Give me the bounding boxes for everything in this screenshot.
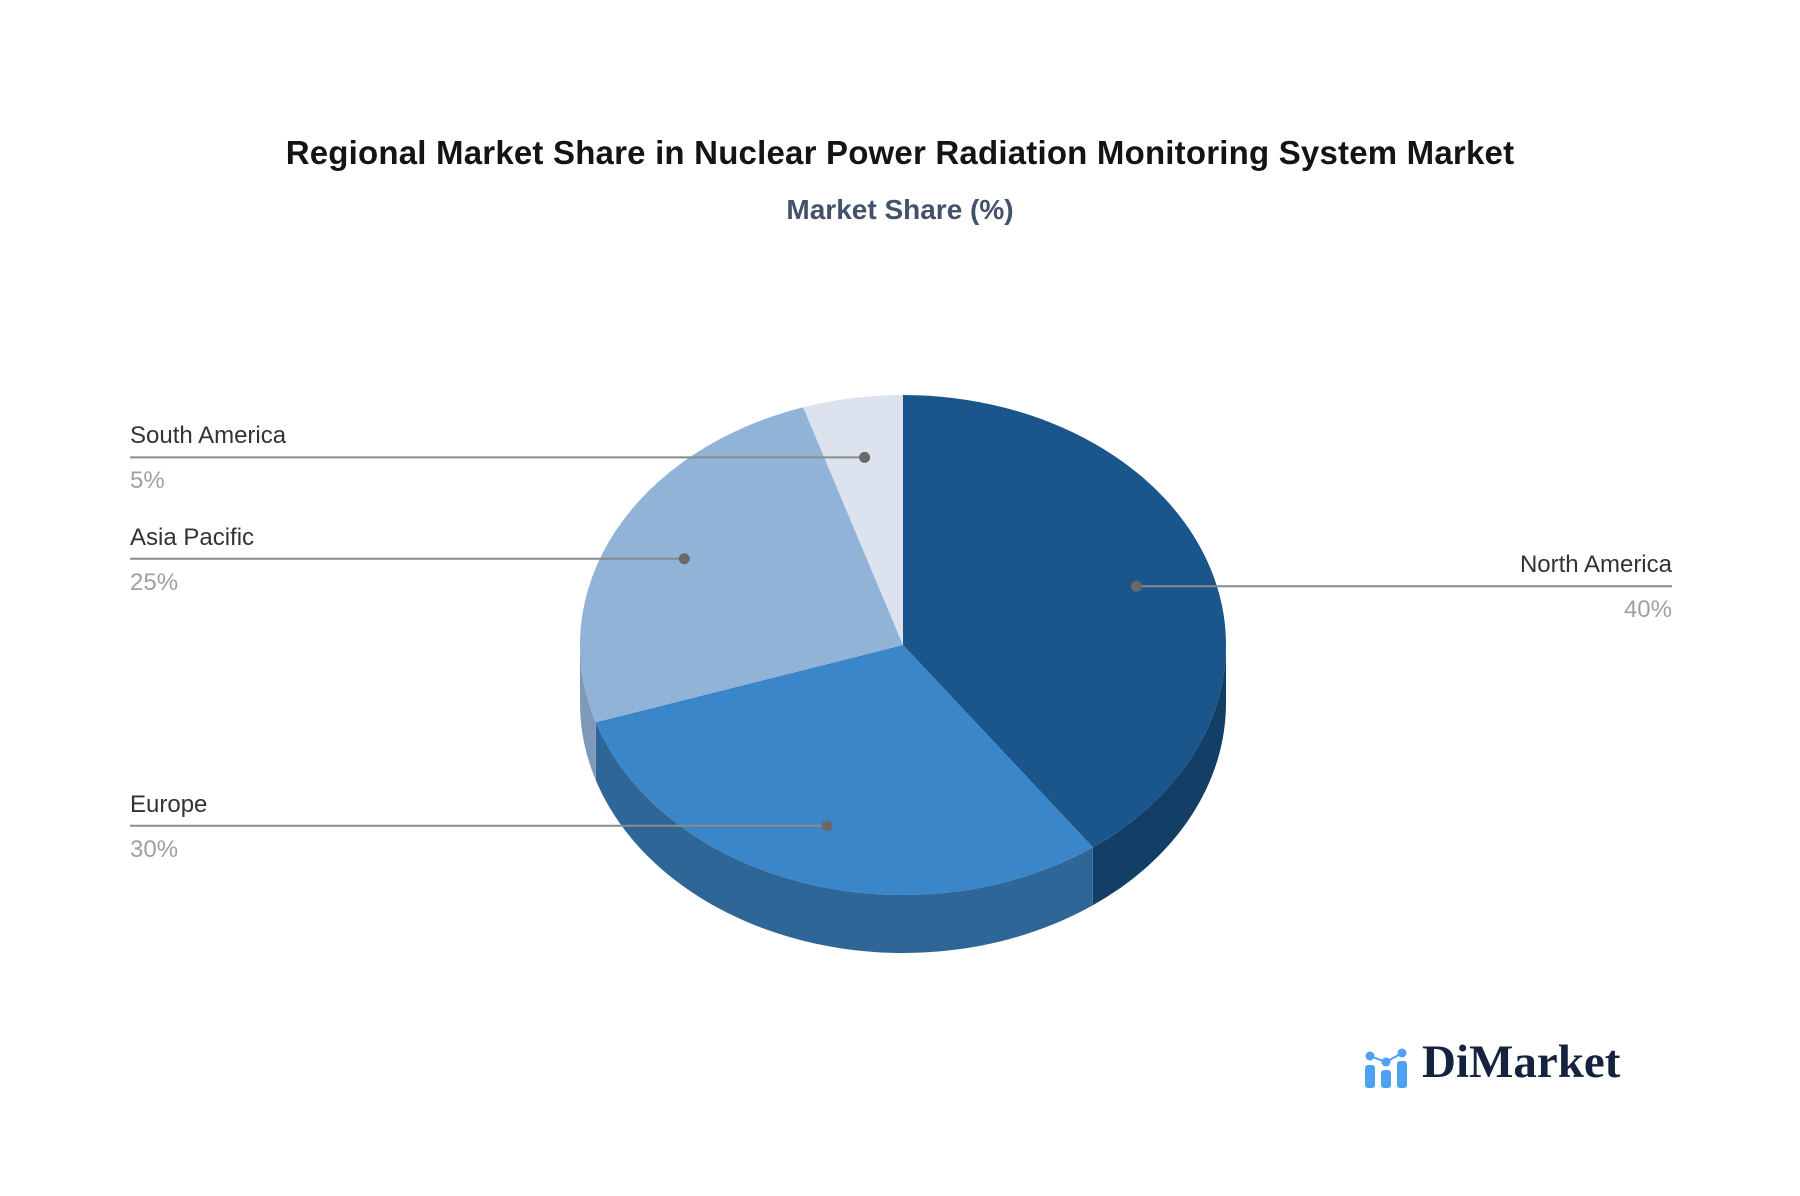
logo: DiMarket — [1363, 1036, 1620, 1088]
slice-label-asia-pacific: Asia Pacific — [130, 523, 255, 551]
slice-label-europe: Europe — [130, 790, 208, 818]
pie-slice-asia-pacific[interactable] — [580, 407, 903, 723]
leader-dot-north-america — [1130, 580, 1142, 592]
pie-top-layer — [580, 395, 1227, 895]
chart-title: Regional Market Share in Nuclear Power R… — [285, 134, 1515, 171]
leader-dot-south-america — [859, 451, 871, 463]
pie-slice-side-north-america — [1092, 645, 1226, 906]
pie-depth-layer — [580, 645, 1226, 954]
slice-label-south-america: South America — [130, 422, 287, 450]
leader-dot-asia-pacific — [678, 553, 690, 565]
leader-dot-europe — [821, 820, 833, 832]
logo-text: DiMarket — [1422, 1036, 1621, 1088]
slice-pct-europe: 30% — [130, 835, 179, 863]
pie-slice-side-europe — [595, 722, 1093, 954]
slice-label-north-america: North America — [1519, 551, 1672, 579]
pie-slice-side-asia-pacific — [580, 645, 596, 781]
bar-chart-trend-icon — [1365, 1048, 1407, 1088]
chart-subtitle: Market Share (%) — [786, 194, 1014, 225]
leader-lines-layer — [130, 451, 1672, 832]
pie-slice-north-america[interactable] — [903, 395, 1227, 848]
slice-pct-south-america: 5% — [130, 467, 165, 495]
pie-slice-europe[interactable] — [595, 645, 1093, 895]
slice-pct-asia-pacific: 25% — [130, 568, 179, 596]
slice-pct-north-america: 40% — [1623, 596, 1672, 624]
